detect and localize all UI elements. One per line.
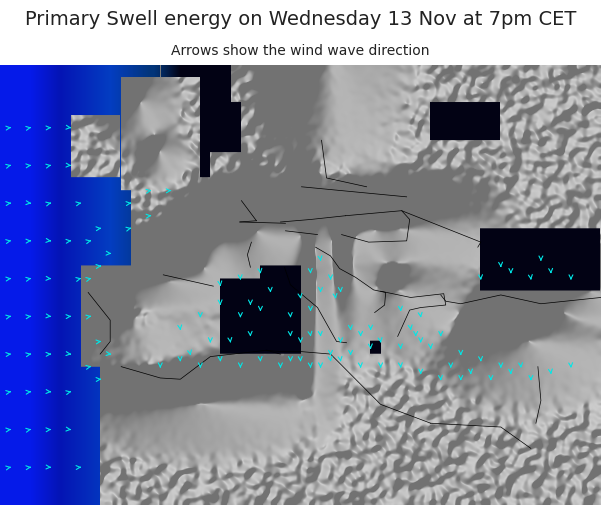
Text: Arrows show the wind wave direction: Arrows show the wind wave direction [171,44,430,58]
Text: Primary Swell energy on Wednesday 13 Nov at 7pm CET: Primary Swell energy on Wednesday 13 Nov… [25,10,576,29]
